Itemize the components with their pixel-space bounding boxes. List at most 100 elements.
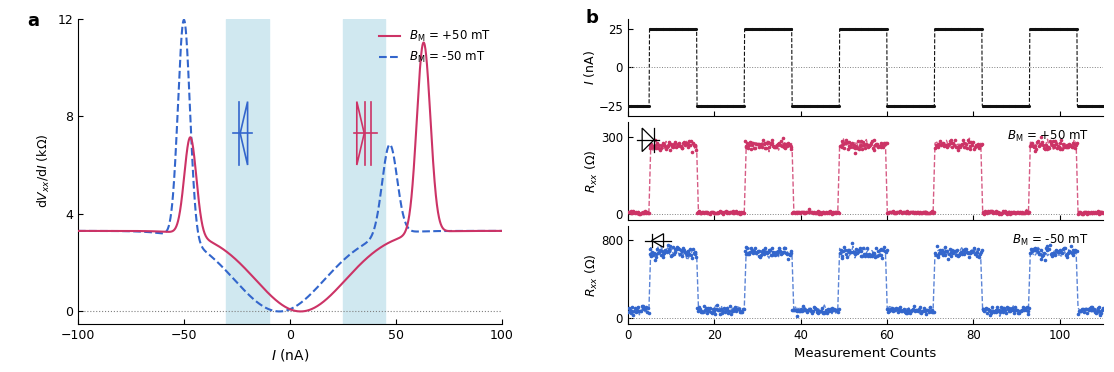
Point [735, 26, 753, 32]
Point [877, 248, 895, 254]
Point [906, 308, 924, 314]
Point [742, 26, 760, 32]
Point [959, 138, 977, 144]
Point [950, 251, 968, 257]
Point [776, 26, 794, 32]
Point [784, 307, 802, 313]
Point [799, 209, 817, 215]
Point [871, 143, 889, 149]
Point [941, 248, 959, 254]
Point [813, 210, 831, 216]
Point [817, 103, 834, 109]
Point [1084, 103, 1102, 109]
Point [1037, 142, 1055, 148]
Point [929, 144, 947, 150]
Point [981, 103, 999, 109]
Point [887, 307, 905, 313]
Point [885, 210, 902, 216]
Point [973, 26, 990, 32]
Point [1055, 246, 1073, 251]
Point [891, 103, 909, 109]
Point [764, 26, 782, 32]
Point [705, 103, 723, 109]
Point [995, 305, 1013, 311]
Point [1016, 305, 1034, 311]
Point [755, 141, 773, 147]
Point [942, 253, 960, 259]
Point [877, 26, 895, 32]
Point [643, 141, 661, 147]
Point [901, 209, 919, 215]
Point [925, 209, 942, 215]
Point [1025, 144, 1043, 150]
Point [847, 26, 864, 32]
Point [642, 26, 659, 32]
Point [913, 210, 931, 216]
Point [980, 308, 998, 314]
Point [821, 208, 839, 214]
Point [713, 306, 731, 312]
Point [790, 209, 808, 215]
Point [936, 26, 954, 32]
Point [653, 142, 671, 148]
Point [978, 103, 996, 109]
Point [874, 247, 892, 253]
Point [868, 141, 886, 147]
Point [716, 103, 734, 109]
Point [721, 303, 739, 309]
Point [698, 210, 716, 216]
Point [966, 144, 984, 150]
Point [1010, 209, 1028, 215]
Point [887, 305, 905, 311]
Point [969, 26, 987, 32]
Point [1038, 144, 1056, 150]
Point [1007, 103, 1025, 109]
Point [1066, 26, 1084, 32]
Point [880, 209, 898, 215]
Point [691, 305, 709, 311]
Point [1057, 144, 1075, 150]
Point [731, 308, 749, 314]
Point [898, 208, 916, 214]
Point [879, 309, 897, 315]
Point [638, 309, 656, 315]
Point [648, 246, 666, 252]
Point [1015, 210, 1033, 216]
Point [1063, 250, 1081, 256]
Point [996, 307, 1014, 313]
Point [850, 248, 868, 254]
Point [781, 142, 799, 148]
Point [871, 26, 889, 32]
Point [697, 103, 715, 109]
Point [690, 208, 707, 214]
Point [890, 209, 908, 215]
Point [756, 26, 774, 32]
Point [631, 211, 648, 217]
Point [959, 26, 977, 32]
Point [1016, 210, 1034, 216]
Point [1044, 250, 1062, 256]
Point [755, 26, 773, 32]
Point [882, 209, 900, 215]
Point [979, 103, 997, 109]
Point [775, 26, 793, 32]
Point [688, 103, 706, 109]
Point [709, 307, 726, 313]
Point [1026, 26, 1044, 32]
Point [670, 141, 687, 147]
Point [794, 306, 812, 312]
Point [731, 103, 749, 109]
Point [772, 138, 790, 144]
Point [1071, 103, 1088, 109]
Point [782, 144, 800, 150]
Point [852, 138, 870, 144]
Point [798, 307, 815, 313]
Point [664, 244, 682, 250]
Point [693, 209, 711, 215]
Point [624, 103, 642, 109]
Point [932, 142, 950, 148]
Point [949, 252, 967, 258]
Point [965, 248, 983, 254]
Point [830, 306, 848, 312]
Point [1049, 26, 1067, 32]
